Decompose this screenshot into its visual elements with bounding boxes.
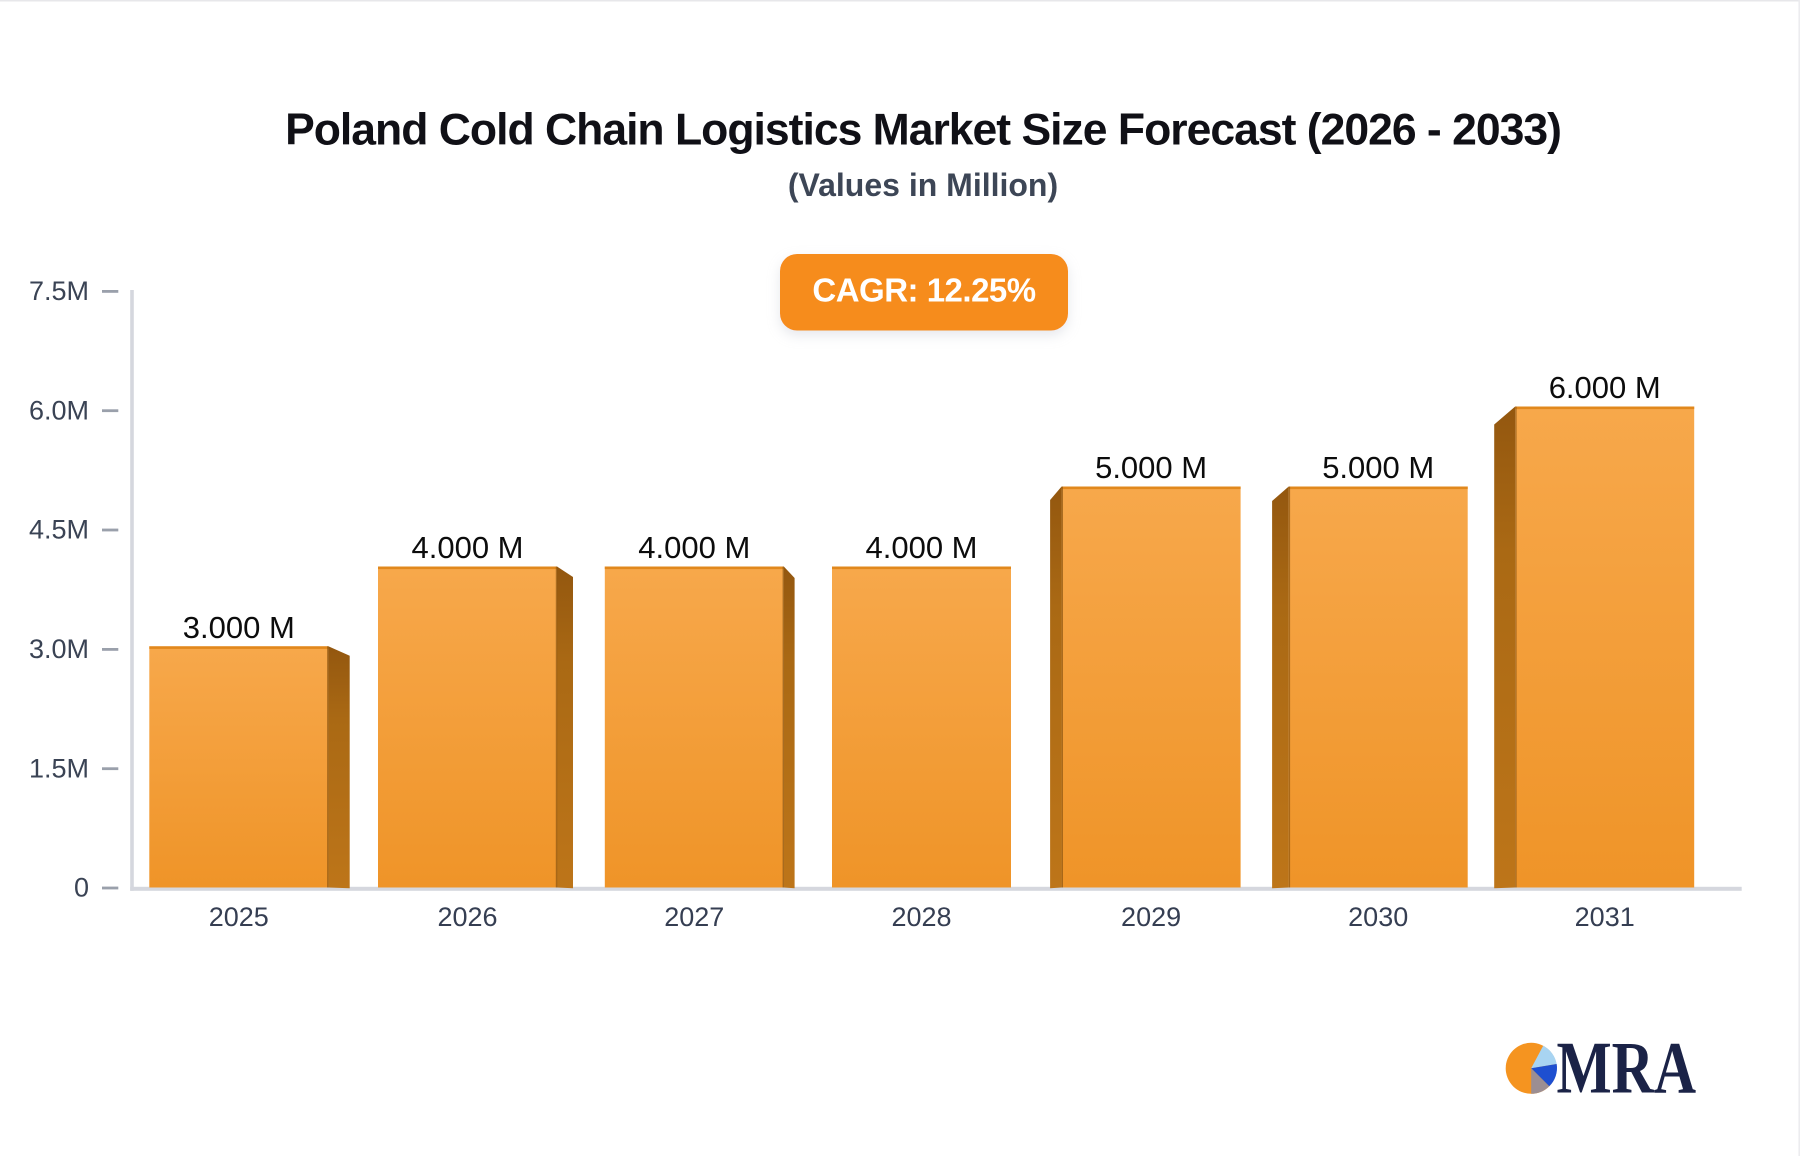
svg-text:Poland Cold Chain Logistics Ma: Poland Cold Chain Logistics Market Size …	[285, 106, 1561, 155]
svg-text:(Values in Million): (Values in Million)	[788, 167, 1058, 203]
svg-text:1.5M: 1.5M	[29, 753, 89, 783]
svg-text:2025: 2025	[209, 902, 269, 932]
svg-text:4.000 M: 4.000 M	[865, 530, 977, 565]
svg-text:2029: 2029	[1121, 902, 1181, 932]
svg-text:5.000 M: 5.000 M	[1322, 450, 1434, 485]
svg-text:2026: 2026	[437, 902, 497, 932]
svg-text:2030: 2030	[1348, 902, 1408, 932]
svg-text:6.000 M: 6.000 M	[1549, 370, 1661, 405]
svg-text:4.5M: 4.5M	[29, 515, 89, 545]
svg-text:5.000 M: 5.000 M	[1095, 450, 1207, 485]
svg-text:6.0M: 6.0M	[29, 395, 89, 425]
svg-text:2031: 2031	[1575, 902, 1635, 932]
svg-text:2028: 2028	[891, 902, 951, 932]
svg-text:MRA: MRA	[1557, 1028, 1697, 1109]
svg-text:4.000 M: 4.000 M	[638, 530, 750, 565]
svg-text:4.000 M: 4.000 M	[411, 530, 523, 565]
svg-text:CAGR: 12.25%: CAGR: 12.25%	[812, 272, 1035, 309]
svg-text:2027: 2027	[664, 902, 724, 932]
svg-text:3.0M: 3.0M	[29, 634, 89, 664]
svg-text:7.5M: 7.5M	[29, 276, 89, 306]
svg-text:3.000 M: 3.000 M	[183, 610, 295, 645]
svg-text:0: 0	[74, 873, 89, 903]
